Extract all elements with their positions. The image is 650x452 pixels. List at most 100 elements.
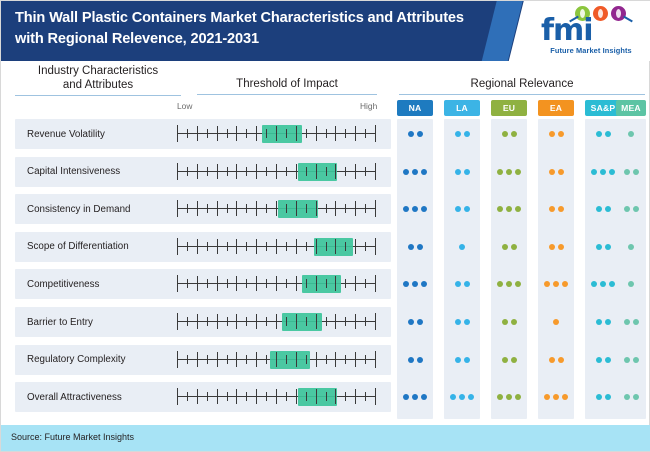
relevance-dot	[454, 356, 461, 363]
scale-tick	[266, 392, 268, 402]
page-title: Thin Wall Plastic Containers Market Char…	[15, 10, 464, 47]
scale-tick	[285, 279, 287, 289]
scale-tick	[206, 279, 208, 289]
relevance-dot	[623, 319, 630, 325]
scale-tick	[266, 204, 268, 214]
column-heading-regional-label: Regional Relevance	[470, 78, 574, 90]
relevance-dots-ea	[538, 194, 574, 224]
threshold-highlight	[281, 313, 322, 331]
region-chip-sap[interactable]: SA&P	[585, 100, 621, 116]
scale-tick	[206, 166, 208, 176]
region-chip-na[interactable]: NA	[397, 100, 433, 116]
relevance-dots-eu	[491, 269, 527, 299]
scale-tick	[276, 389, 277, 405]
relevance-dots-na	[397, 382, 433, 412]
region-chip-mea[interactable]: MEA	[616, 100, 646, 116]
region-chip-eu[interactable]: EU	[491, 100, 527, 116]
scale-tick	[285, 392, 287, 402]
scale-tick	[285, 354, 287, 364]
scale-tick	[295, 314, 297, 329]
scale-tick	[325, 317, 327, 326]
scale-tick	[365, 166, 367, 176]
threshold-scale	[177, 307, 376, 337]
relevance-dots-sap	[585, 119, 621, 149]
region-chip-la[interactable]: LA	[444, 100, 480, 116]
relevance-dot	[497, 168, 503, 175]
relevance-dot	[595, 243, 602, 250]
scale-tick	[355, 351, 357, 367]
relevance-dot	[463, 319, 470, 325]
scale-tick	[335, 238, 337, 254]
scale-tick	[285, 166, 287, 176]
relevance-dot	[604, 131, 611, 137]
scale-tick	[276, 314, 277, 329]
relevance-dot	[591, 281, 597, 288]
relevance-dots-na	[397, 119, 433, 149]
relevance-dots-ea	[538, 345, 574, 375]
scale-tick	[196, 163, 198, 179]
scale-tick	[295, 163, 297, 179]
scale-tick	[246, 392, 248, 402]
column-heading-characteristics-label: Industry Characteristics and Attributes	[37, 65, 159, 91]
relevance-dot	[454, 281, 461, 288]
scale-tick	[305, 204, 307, 214]
relevance-dots-eu	[491, 119, 527, 149]
scale-tick	[305, 354, 307, 364]
scale-tick	[295, 201, 297, 217]
scale-tick	[335, 201, 337, 217]
relevance-dots-sap	[585, 232, 621, 262]
scale-tick	[365, 317, 367, 326]
scale-tick	[295, 238, 297, 254]
relevance-dot	[515, 281, 521, 288]
scale-tick	[246, 241, 248, 251]
scale-tick	[206, 354, 208, 364]
logo-wordmark: fmi	[541, 13, 594, 48]
scale-tick	[365, 241, 367, 251]
scale-tick	[236, 163, 238, 179]
scale-tick	[325, 166, 327, 176]
scale-tick	[325, 204, 327, 214]
relevance-dots-na	[397, 232, 433, 262]
scale-tick	[305, 392, 307, 402]
relevance-dot	[412, 394, 418, 401]
relevance-dots-sap	[585, 307, 621, 337]
scale-tick	[226, 204, 228, 214]
relevance-dots-la	[444, 382, 480, 412]
relevance-dot	[421, 206, 427, 213]
relevance-dot	[557, 131, 564, 137]
scale-low-label: Low	[177, 101, 193, 111]
region-chip-ea[interactable]: EA	[538, 100, 574, 116]
scale-tick	[276, 351, 277, 367]
relevance-dot	[515, 206, 521, 213]
relevance-dots-ea	[538, 157, 574, 187]
heading-underline	[197, 94, 377, 95]
scale-tick	[256, 351, 258, 367]
relevance-dots-eu	[491, 232, 527, 262]
table-row	[15, 119, 391, 149]
scale-tick	[256, 126, 258, 141]
relevance-dot	[510, 356, 517, 363]
scale-tick	[236, 201, 238, 217]
scale-tick	[186, 317, 188, 326]
scale-tick	[226, 279, 228, 289]
relevance-dots-mea	[616, 119, 646, 149]
scale-tick	[186, 129, 188, 138]
scale-tick	[375, 237, 376, 255]
relevance-dot	[412, 206, 418, 213]
scale-tick	[206, 129, 208, 138]
relevance-dot	[403, 394, 409, 401]
scale-tick	[315, 389, 317, 405]
relevance-dots-sap	[585, 194, 621, 224]
relevance-dot	[609, 281, 615, 288]
relevance-dot	[628, 243, 634, 250]
scale-tick	[266, 354, 268, 364]
relevance-dots-la	[444, 269, 480, 299]
logo-arm-right-icon	[623, 15, 633, 23]
region-chip-label: EU	[502, 103, 516, 113]
threshold-highlight	[270, 350, 310, 369]
scale-high-label: High	[360, 101, 378, 111]
threshold-scale	[177, 119, 376, 149]
scale-tick	[295, 126, 297, 141]
scale-tick	[365, 354, 367, 364]
relevance-dot	[463, 206, 470, 213]
